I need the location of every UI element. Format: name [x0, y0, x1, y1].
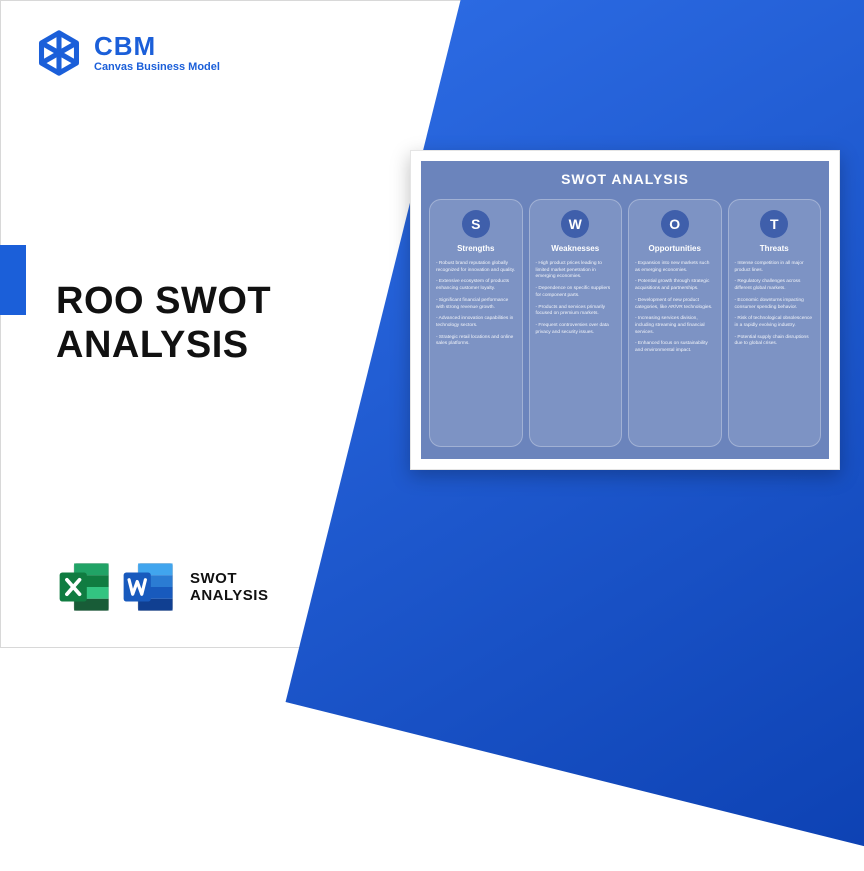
swot-item: - Regulatory challenges across different… [735, 279, 815, 292]
swot-letter: O [661, 210, 689, 238]
footer-line-2: ANALYSIS [190, 587, 268, 604]
swot-heading: SWOT ANALYSIS [429, 171, 821, 187]
swot-column-label: Strengths [457, 244, 494, 253]
footer: SWOT ANALYSIS [56, 558, 268, 616]
brand-logo-icon [36, 30, 82, 76]
word-icon [120, 558, 178, 616]
title-line-1: ROO SWOT [56, 280, 271, 324]
brand-name: CBM [94, 33, 220, 59]
title-line-2: ANALYSIS [56, 324, 271, 368]
swot-item-list: - Robust brand reputation globally recog… [436, 261, 516, 353]
swot-item: - Intense competition in all major produ… [735, 261, 815, 274]
swot-item: - Strategic retail locations and online … [436, 335, 516, 348]
swot-columns: S Strengths - Robust brand reputation glob… [429, 199, 821, 447]
footer-label: SWOT ANALYSIS [190, 570, 268, 605]
swot-item: - Expansion into new markets such as eme… [635, 261, 715, 274]
swot-item-list: - High product prices leading to limited… [536, 261, 616, 341]
swot-card: SWOT ANALYSIS S Strengths - Robust brand r… [410, 150, 840, 470]
swot-letter: S [462, 210, 490, 238]
swot-item-list: - Expansion into new markets such as eme… [635, 261, 715, 360]
swot-column-label: Threats [760, 244, 789, 253]
footer-line-1: SWOT [190, 570, 268, 587]
swot-item: - Risk of technological obsolescence in … [735, 316, 815, 329]
swot-item: - Dependence on specific suppliers for c… [536, 286, 616, 299]
swot-item: - Enhanced focus on sustainability and e… [635, 341, 715, 354]
swot-item: - Potential growth through strategic acq… [635, 279, 715, 292]
swot-column-label: Opportunities [649, 244, 701, 253]
swot-item: - Frequent controversies over data priva… [536, 323, 616, 336]
swot-panel: SWOT ANALYSIS S Strengths - Robust brand r… [421, 161, 829, 459]
page-title: ROO SWOT ANALYSIS [56, 280, 271, 367]
swot-item-list: - Intense competition in all major produ… [735, 261, 815, 353]
swot-item: - Advanced innovation capabilities in te… [436, 316, 516, 329]
swot-item: - Increasing services division, includin… [635, 316, 715, 336]
swot-item: - Economic downturns impacting consumer … [735, 298, 815, 311]
swot-column: T Threats - Intense competition in all maj… [728, 199, 822, 447]
swot-item: - Robust brand reputation globally recog… [436, 261, 516, 274]
swot-letter: T [760, 210, 788, 238]
accent-bar [0, 245, 26, 315]
swot-letter: W [561, 210, 589, 238]
brand-logo: CBM Canvas Business Model [36, 30, 220, 76]
brand-tagline: Canvas Business Model [94, 61, 220, 73]
swot-item: - High product prices leading to limited… [536, 261, 616, 281]
swot-item: - Significant financial performance with… [436, 298, 516, 311]
swot-item: - Products and services primarily focuse… [536, 305, 616, 318]
swot-item: - Extensive ecosystem of products enhanc… [436, 279, 516, 292]
excel-icon [56, 558, 114, 616]
swot-column: W Weaknesses - High product prices leading… [529, 199, 623, 447]
swot-item: - Development of new product categories,… [635, 298, 715, 311]
swot-column: S Strengths - Robust brand reputation glob… [429, 199, 523, 447]
swot-column: O Opportunities - Expansion into new marke… [628, 199, 722, 447]
swot-column-label: Weaknesses [551, 244, 599, 253]
swot-item: - Potential supply chain disruptions due… [735, 335, 815, 348]
